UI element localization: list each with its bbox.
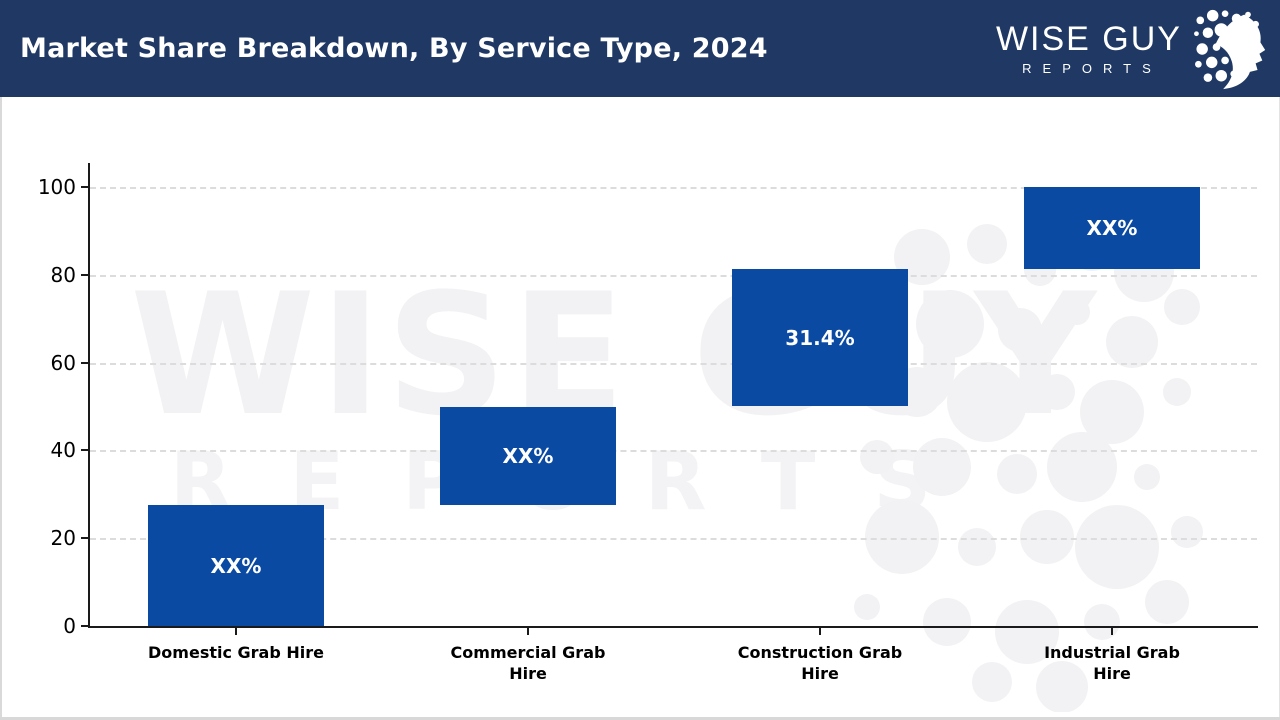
y-tick-label-60: 60: [50, 350, 76, 375]
x-tick-mark-4: [1111, 628, 1113, 635]
y-tick-label-40: 40: [50, 438, 76, 463]
y-tick-label-20: 20: [50, 526, 76, 551]
x-tick-mark-3: [819, 628, 821, 635]
gridline-20: [90, 538, 1257, 541]
x-category-label-1: Domestic Grab Hire: [148, 643, 324, 662]
gridline-40: [90, 450, 1257, 453]
y-tick-mark-20: [81, 537, 88, 540]
bar-4: XX%: [1024, 187, 1200, 269]
gridline-60: [90, 362, 1257, 365]
y-tick-label-0: 0: [63, 614, 76, 638]
bottom-border: [0, 717, 1280, 720]
x-axis-line: [88, 626, 1258, 628]
wise-guy-logo: WISE GUY REPORTS: [996, 7, 1266, 91]
page-title: Market Share Breakdown, By Service Type,…: [20, 33, 768, 64]
bar-value-label-2: XX%: [502, 443, 554, 468]
y-tick-label-100: 100: [37, 175, 76, 199]
logo-head-icon: [1194, 9, 1266, 89]
x-category-label-2: Commercial Grab Hire: [450, 643, 606, 683]
logo-subtitle: REPORTS: [1022, 60, 1162, 76]
bar-value-label-4: XX%: [1086, 215, 1138, 240]
y-axis-spine: [88, 163, 90, 628]
bar-value-label-1: XX%: [210, 553, 262, 578]
watermark-head-icon: [851, 223, 1203, 712]
bar-3: 31.4%: [732, 268, 908, 407]
y-tick-mark-80: [81, 273, 88, 276]
x-category-label-3: Construction Grab Hire: [737, 643, 903, 683]
bar-2: XX%: [440, 406, 616, 506]
logo-text: WISE GUY REPORTS: [996, 22, 1182, 76]
y-tick-mark-100: [81, 186, 88, 188]
y-tick-mark-0: [81, 625, 88, 627]
y-tick-label-80: 80: [50, 262, 76, 287]
header-bar: Market Share Breakdown, By Service Type,…: [0, 0, 1280, 97]
x-tick-mark-1: [235, 628, 237, 635]
x-category-label-4: Industrial Grab Hire: [1044, 643, 1180, 683]
y-tick-mark-60: [81, 361, 88, 364]
gridline-80: [90, 274, 1257, 277]
logo-wordmark: WISE GUY: [995, 19, 1182, 58]
gridline-100: [90, 187, 1257, 189]
x-tick-mark-2: [527, 628, 529, 635]
y-tick-mark-40: [81, 449, 88, 452]
bar-1: XX%: [148, 505, 324, 626]
bar-value-label-3: 31.4%: [785, 325, 855, 350]
